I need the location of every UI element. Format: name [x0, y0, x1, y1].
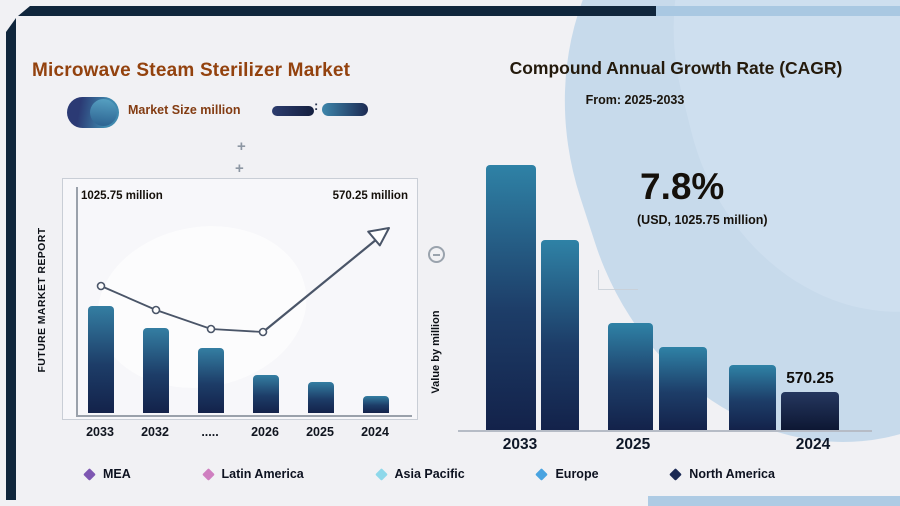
legend-diamond-europe: [535, 467, 549, 481]
right-bar-2024-2: [781, 392, 839, 430]
trend-line: [100, 285, 264, 333]
right-bar-2025-2: [659, 347, 707, 430]
right-y-axis-label: Value by million: [430, 310, 442, 394]
left-chart-x-axis: [76, 415, 412, 417]
frame-left-bar: [6, 18, 16, 500]
legend-label-asia-pacific: Asia Pacific: [394, 467, 465, 481]
legend-item-latin-america: Latin America: [201, 467, 304, 481]
right-bar-2033-1: [486, 165, 536, 430]
left-y-axis-label: FUTURE MARKET REPORT: [36, 227, 48, 373]
frame-bottom-right-bar: [648, 496, 900, 506]
right-bar-2025-1: [608, 323, 653, 430]
trend-marker: [206, 324, 216, 334]
left-bar-2024: [363, 396, 389, 413]
legend-item-mea: MEA: [83, 467, 131, 481]
left-bar-2033: [88, 306, 114, 413]
trend-arrow-shaft: [262, 238, 378, 333]
legend-diamond-asia-pacific: [374, 467, 388, 481]
plus-icon: +: [237, 138, 246, 155]
legend-label-mea: MEA: [103, 467, 131, 481]
decorative-bracket: [598, 270, 638, 290]
legend-label-north-america: North America: [689, 467, 775, 481]
left-bar-.....: [198, 348, 224, 413]
trend-marker: [258, 327, 268, 337]
left-chart-y-axis: [76, 187, 78, 416]
right-chart-subtitle: From: 2025-2033: [585, 93, 685, 107]
bottom-legend: MEA Latin America Asia Pacific Europe North …: [83, 464, 775, 484]
trend-marker: [96, 281, 106, 291]
annotation-max-value: 1025.75 million: [81, 190, 163, 202]
left-chart: 1025.75 million 570.25 million: [62, 178, 418, 420]
frame-top-bar: [18, 6, 656, 16]
right-chart-title: Compound Annual Growth Rate (CAGR): [509, 58, 843, 78]
pill-icon-dark: [272, 106, 314, 116]
cagr-value: 7.8%: [640, 166, 725, 207]
left-chart-title: Microwave Steam Sterilizer Market: [32, 60, 351, 81]
frame-top-right-bar: [656, 6, 900, 16]
left-x-ticks: 2033 2032..... 2026 2025 2024: [62, 425, 418, 443]
trend-arrow-head: [367, 227, 390, 247]
right-x-ticks: 2033 2025 2024: [458, 436, 872, 456]
minus-circle-icon: [428, 246, 445, 263]
plus-icon: +: [235, 160, 244, 177]
right-chart: 570.25: [458, 160, 872, 430]
legend-diamond-north-america: [669, 467, 683, 481]
market-size-legend-label: Market Size million: [128, 103, 241, 117]
left-bar-2025: [308, 382, 334, 413]
legend-diamond-mea: [83, 467, 96, 481]
left-x-tick-2025: 2025: [306, 425, 334, 439]
bar-value-callout: 570.25: [786, 370, 834, 387]
left-bar-2032: [143, 328, 169, 413]
right-bar-2033-2: [541, 240, 579, 430]
left-x-tick-.....: .....: [201, 425, 219, 439]
right-x-tick-2024: 2024: [795, 436, 831, 453]
legend-item-asia-pacific: Asia Pacific: [374, 467, 465, 481]
right-x-tick-2033: 2033: [502, 436, 538, 453]
legend-label-europe: Europe: [555, 467, 599, 481]
left-bar-2026: [253, 375, 279, 413]
left-x-tick-2024: 2024: [361, 425, 389, 439]
legend-label-latin-america: Latin America: [221, 467, 304, 481]
legend-item-europe: Europe: [535, 467, 599, 481]
left-x-tick-2032: 2032: [141, 425, 169, 439]
market-size-cylinder-icon: [67, 97, 119, 128]
cylinder-cap: [90, 99, 117, 126]
legend-diamond-latin-america: [201, 467, 215, 481]
pill-separator: :: [314, 98, 319, 113]
right-x-tick-2025: 2025: [615, 436, 651, 453]
left-x-tick-2026: 2026: [251, 425, 279, 439]
annotation-min-value: 570.25 million: [332, 190, 408, 202]
cagr-note: (USD, 1025.75 million): [637, 213, 768, 227]
right-bar-2024-1: [729, 365, 776, 430]
pill-icon-gradient: [322, 103, 368, 116]
left-x-tick-2033: 2033: [86, 425, 114, 439]
trend-marker: [151, 305, 161, 315]
trend-line-arrow: [96, 227, 390, 337]
legend-item-north-america: North America: [669, 467, 775, 481]
right-chart-x-axis: [458, 430, 872, 432]
